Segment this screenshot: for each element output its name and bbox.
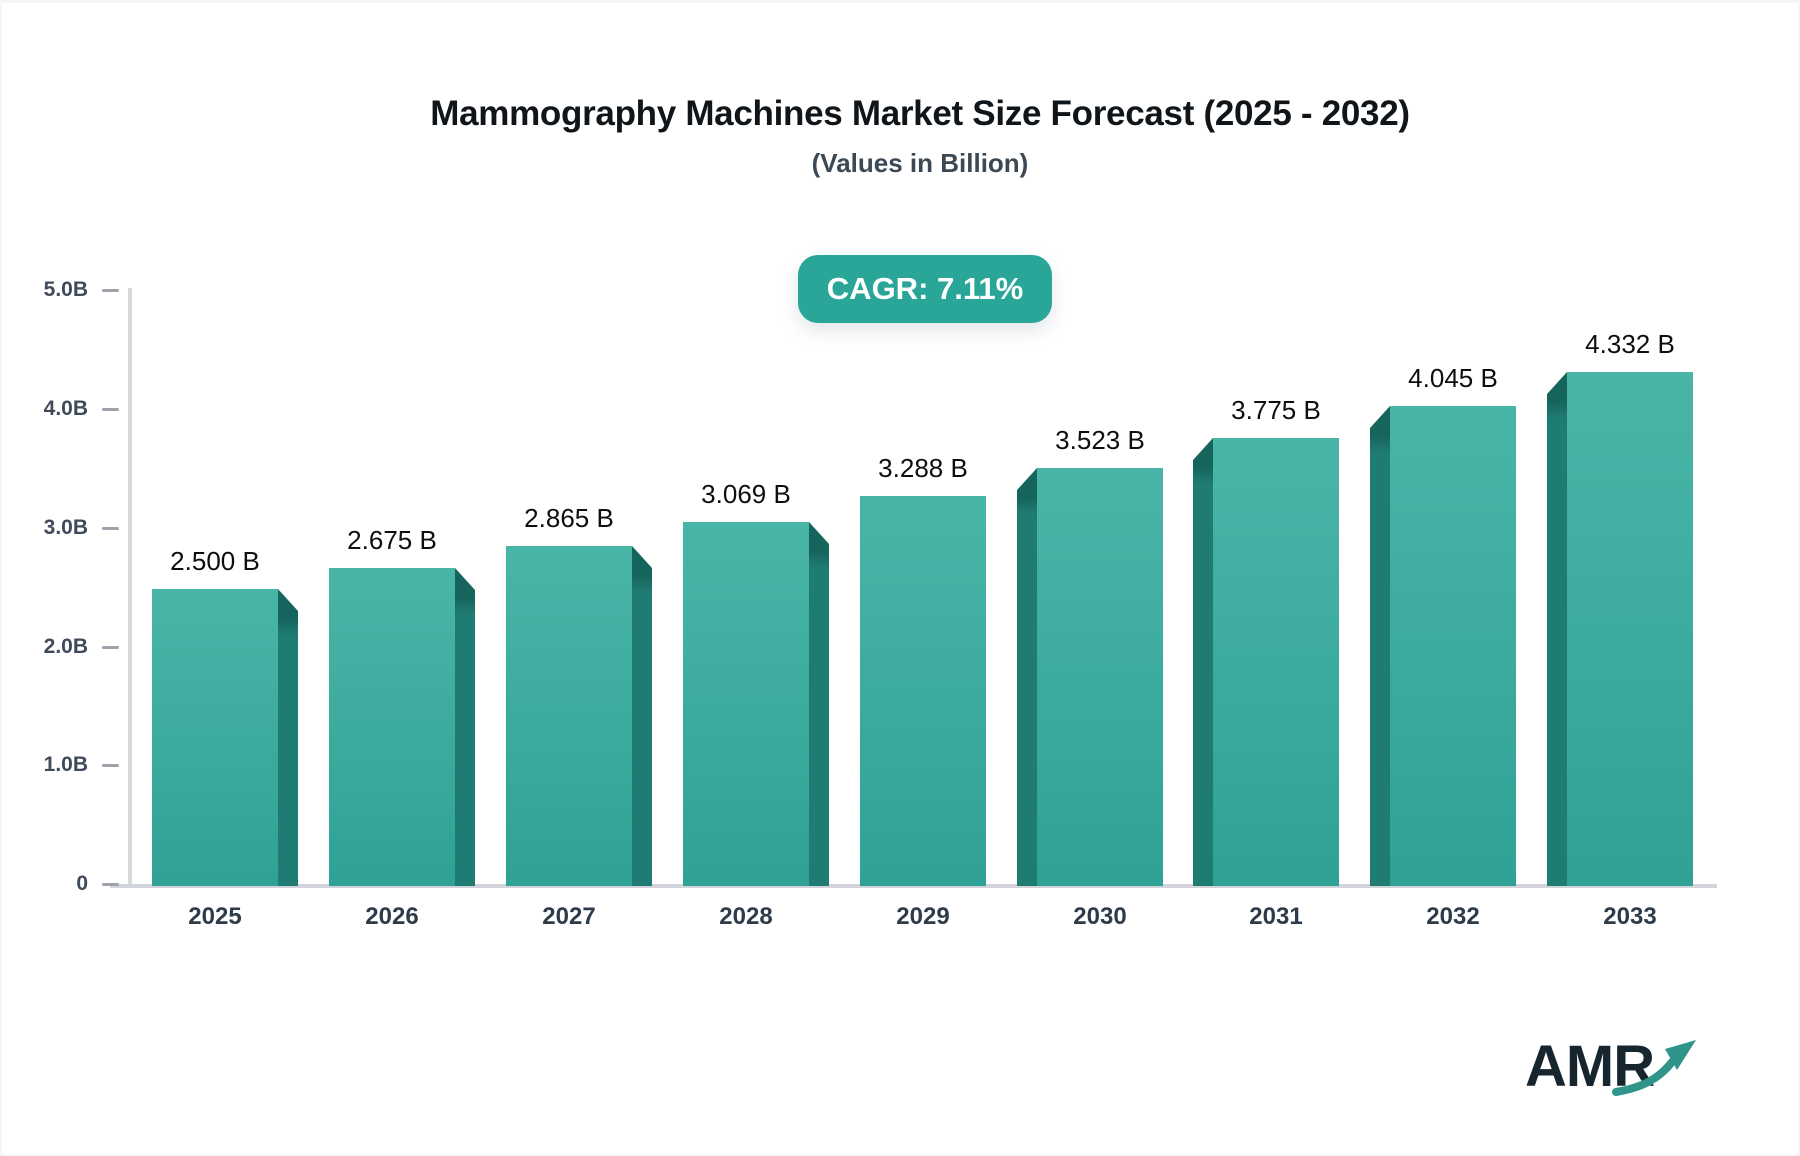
bar-value-label: 2.675 B [347,525,437,555]
x-label-2030: 2030 [1073,903,1127,930]
y-axis-line [128,288,132,886]
tick-dash [102,408,119,411]
bar-value-label: 2.500 B [170,546,260,576]
bar-3d-side [455,568,475,886]
y-tick-3b: 3.0B [16,516,120,540]
y-tick-label: 0 [76,872,88,895]
bar-2028: 3.069 B [683,479,829,886]
x-label-2028: 2028 [719,903,773,930]
y-tick-0: 0 [16,872,120,896]
bar-front-face [1390,406,1516,886]
bar-3d-side [1017,468,1037,886]
bar-value-label: 3.288 B [878,453,968,483]
y-tick-5b: 5.0B [16,278,120,302]
bar-value-label: 3.523 B [1055,425,1145,455]
bar-2027: 2.865 B [506,503,652,886]
y-tick-1b: 1.0B [16,753,120,777]
cagr-badge: CAGR: 7.11% [798,255,1052,323]
bar-value-label: 4.045 B [1408,363,1498,393]
bar-3d-side [1547,372,1567,886]
y-tick-label: 1.0B [43,753,88,776]
x-label-2031: 2031 [1249,903,1303,930]
x-label-2026: 2026 [365,903,419,930]
bar-front-face [1213,438,1339,886]
bar-front-face [860,496,986,886]
tick-dash [102,646,119,649]
bar-front-face [683,522,809,886]
y-tick-label: 5.0B [43,278,88,301]
bar-2029: 3.288 B [860,453,986,886]
bar-value-label: 4.332 B [1585,329,1675,359]
bar-front-face [506,546,632,886]
tick-dash [102,764,119,767]
bar-3d-side [809,522,829,886]
chart-subtitle: (Values in Billion) [811,148,1029,178]
chart-title: Mammography Machines Market Size Forecas… [430,94,1410,133]
bar-2032: 4.045 B [1370,363,1516,886]
tick-dash [102,289,119,292]
x-label-2029: 2029 [896,903,950,930]
bar-3d-side [1370,406,1390,886]
bar-2025: 2.500 B [152,546,298,886]
bar-front-face [152,589,278,886]
trending-up-arrow-icon [1612,1040,1696,1096]
x-label-2027: 2027 [542,903,596,930]
tick-dash [102,527,119,530]
bar-value-label: 3.069 B [701,479,791,509]
y-tick-label: 4.0B [43,397,88,420]
x-label-2025: 2025 [188,903,242,930]
x-label-2033: 2033 [1603,903,1657,930]
y-tick-4b: 4.0B [16,397,120,421]
bar-2031: 3.775 B [1193,395,1339,886]
bar-value-label: 2.865 B [524,503,614,533]
y-tick-label: 2.0B [43,635,88,658]
tick-dash [102,883,119,886]
x-label-2032: 2032 [1426,903,1480,930]
bar-2026: 2.675 B [329,525,475,886]
bar-2033: 4.332 B [1547,329,1693,886]
bar-front-face [329,568,455,886]
bar-front-face [1037,468,1163,886]
bar-front-face [1567,372,1693,886]
y-tick-label: 3.0B [43,516,88,539]
x-axis-baseline [110,884,1717,888]
bar-3d-side [632,546,652,886]
bar-3d-side [1193,438,1213,886]
y-tick-2b: 2.0B [16,635,120,659]
bar-2030: 3.523 B [1017,425,1163,886]
bar-value-label: 3.775 B [1231,395,1321,425]
bar-3d-side [278,589,298,886]
